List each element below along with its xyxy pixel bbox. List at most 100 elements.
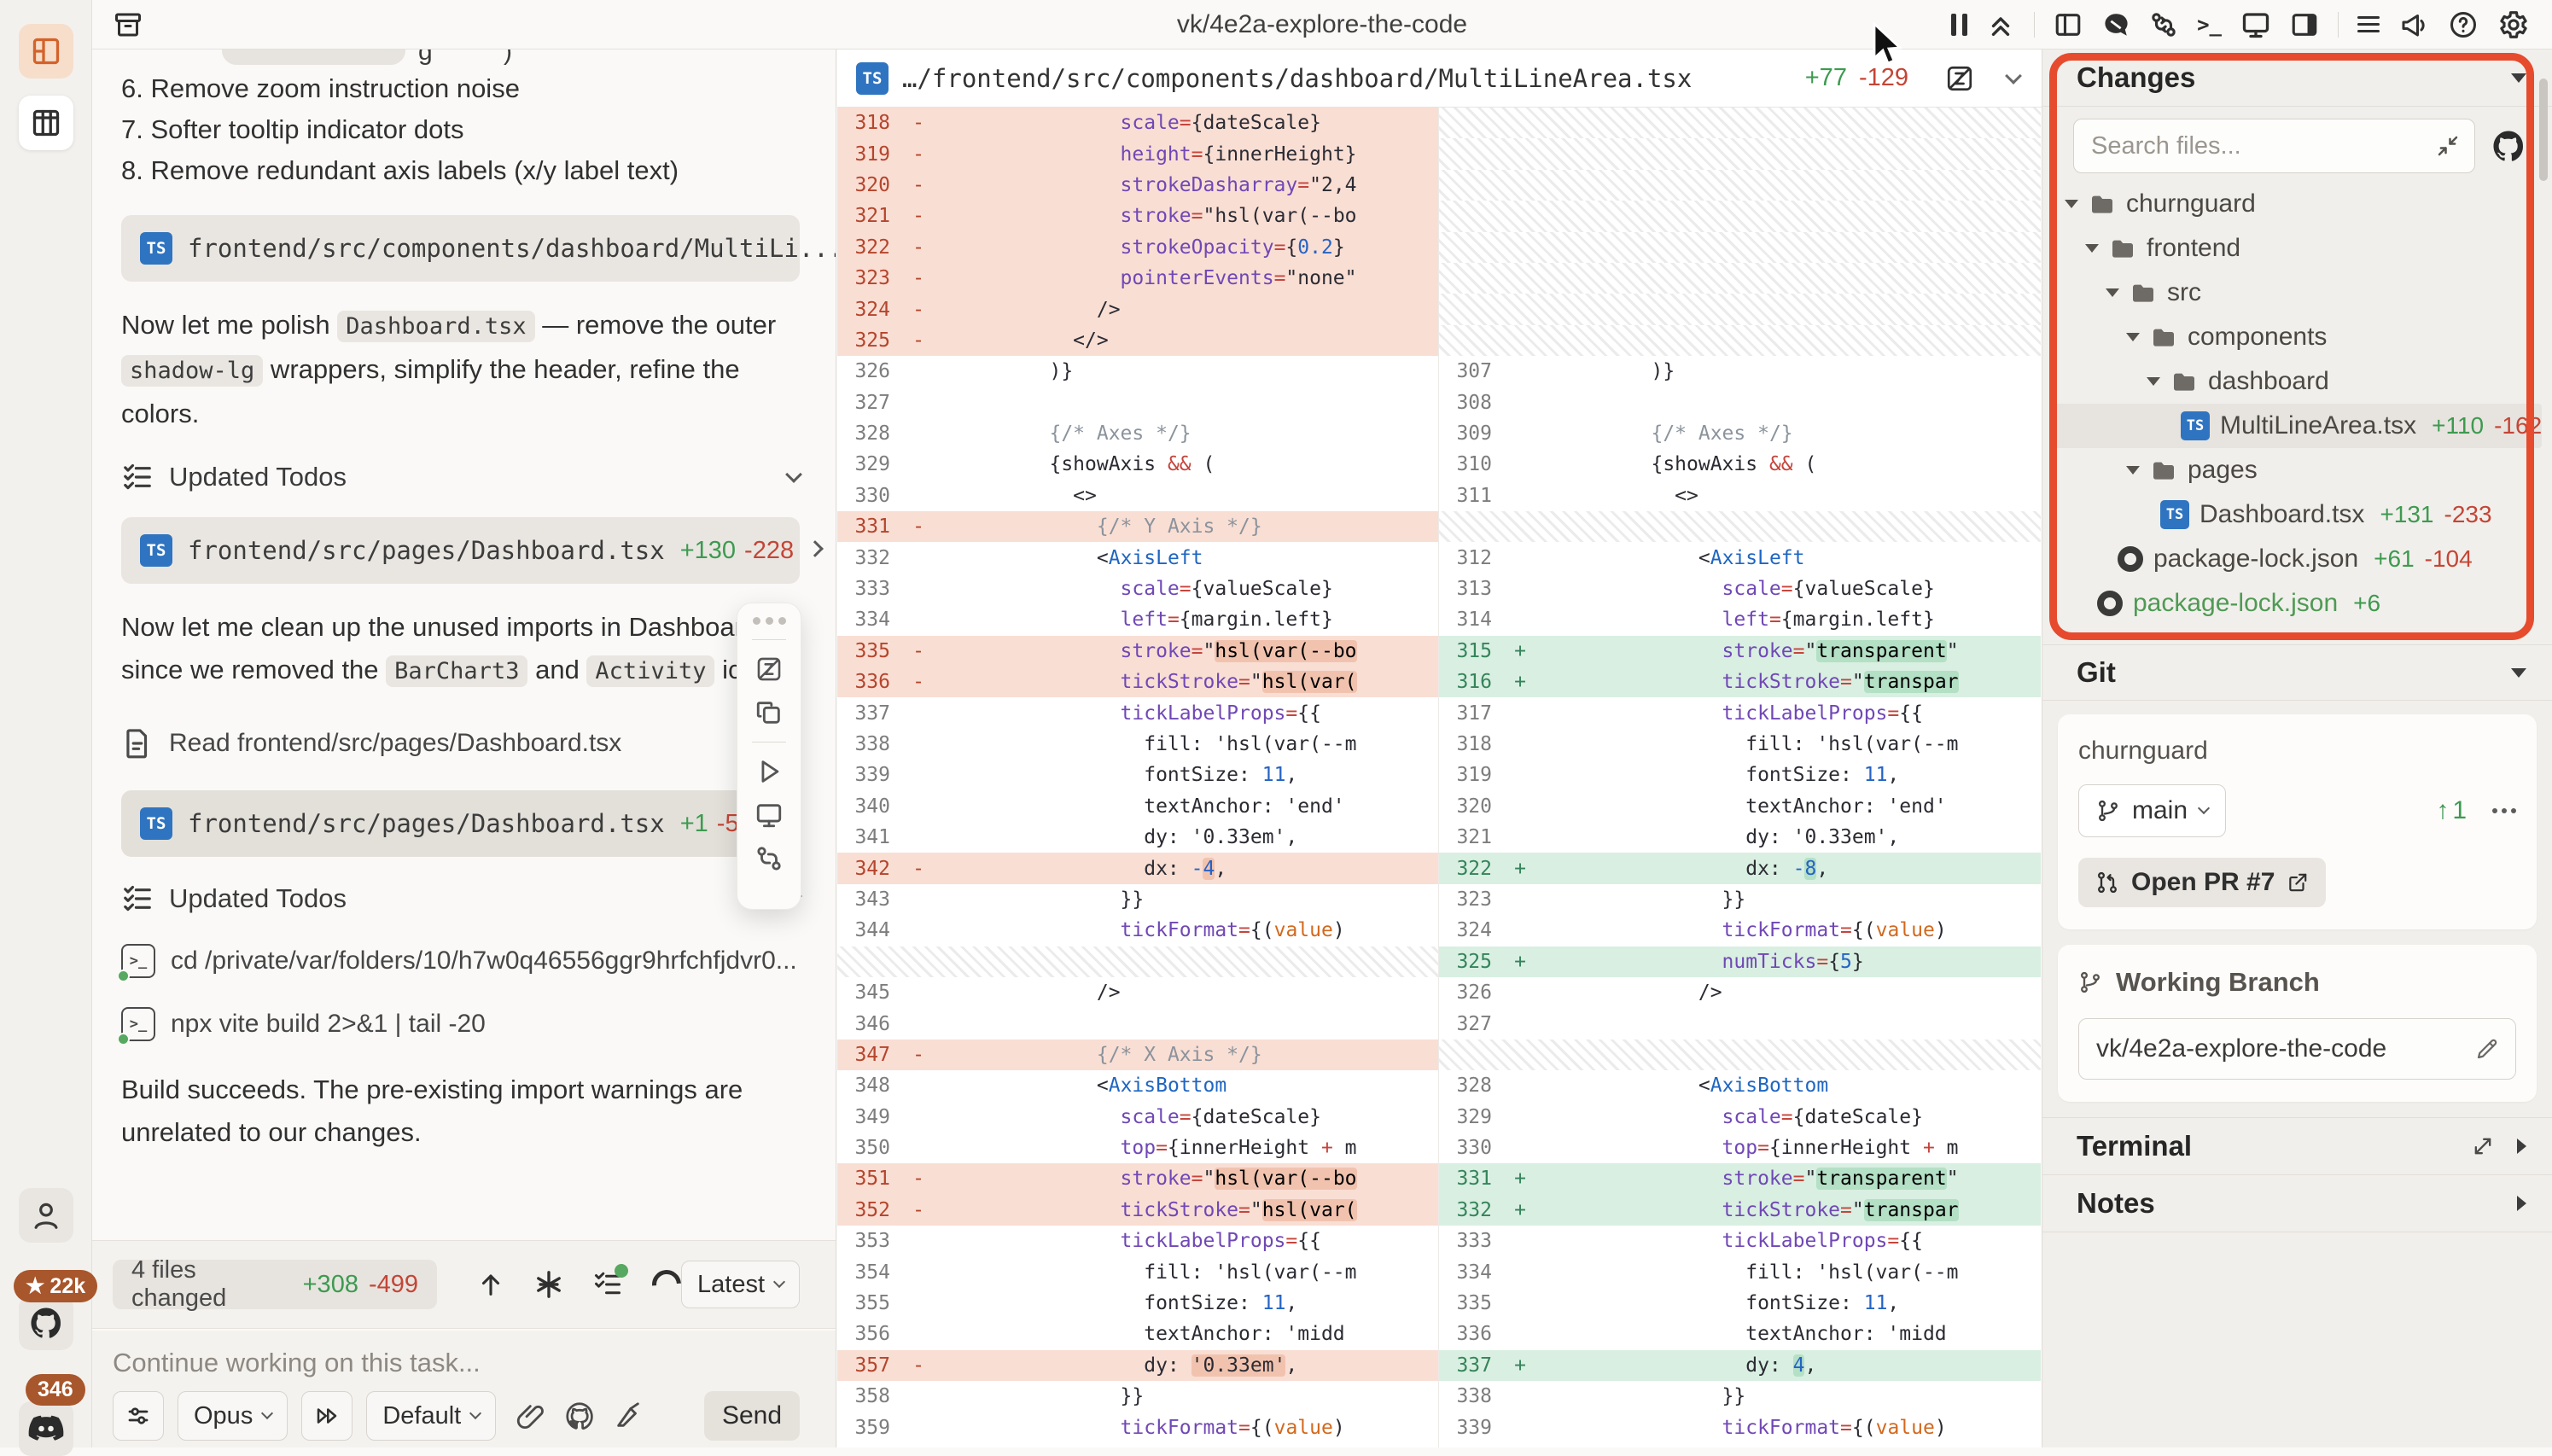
- updated-todos-row[interactable]: Updated Todos: [121, 461, 800, 493]
- expand-icon[interactable]: [2471, 1134, 2495, 1158]
- tree-item-churnguard[interactable]: churnguard: [2053, 182, 2542, 226]
- pen-icon[interactable]: [614, 1401, 643, 1430]
- read-file-row[interactable]: Read frontend/src/pages/Dashboard.tsx: [121, 727, 800, 760]
- working-branch-input[interactable]: vk/4e2a-explore-the-code: [2078, 1018, 2516, 1080]
- diff-sign: -: [906, 205, 931, 227]
- scroll-up-icon[interactable]: [476, 1270, 505, 1299]
- search-files-input[interactable]: Search files...: [2073, 119, 2475, 173]
- diff-rows[interactable]: 318-scale={dateScale}319-height={innerHe…: [837, 108, 2042, 1447]
- added-count: +77: [1805, 64, 1847, 92]
- pause-button[interactable]: [1951, 14, 1967, 36]
- line-number: 348: [837, 1075, 906, 1097]
- more-options-icon[interactable]: [2492, 808, 2516, 813]
- terminal-command-row[interactable]: >_ cd /private/var/folders/10/h7w0q46556…: [121, 944, 800, 978]
- github-icon[interactable]: [2491, 128, 2526, 164]
- display-icon[interactable]: [2240, 9, 2271, 40]
- github-button[interactable]: [19, 1296, 73, 1350]
- todos-status-icon[interactable]: [592, 1269, 623, 1300]
- help-icon[interactable]: [2448, 9, 2479, 40]
- separator: [2034, 12, 2035, 38]
- updated-todos-row[interactable]: Updated Todos: [121, 882, 800, 915]
- change-counts: +110-162: [2432, 412, 2542, 440]
- open-pr-button[interactable]: Open PR #7: [2078, 858, 2326, 907]
- code-line: tickLabelProps={{: [1533, 1230, 1923, 1252]
- attach-icon[interactable]: [516, 1401, 545, 1430]
- panel-right-icon[interactable]: [2290, 10, 2319, 39]
- tree-item-dashboard[interactable]: dashboard: [2053, 359, 2542, 404]
- chat-bubble-icon[interactable]: [2101, 10, 2130, 39]
- code-line: {showAxis && (: [1533, 453, 1816, 475]
- layout-toggle-button[interactable]: [19, 24, 73, 79]
- working-branch-card: Working Branch vk/4e2a-explore-the-code: [2058, 945, 2537, 1102]
- discord-count-badge: 346: [26, 1374, 85, 1406]
- file-chip-multilinearea[interactable]: TS frontend/src/components/dashboard/Mul…: [121, 215, 800, 282]
- preview-icon[interactable]: [755, 801, 784, 830]
- line-number: 341: [837, 826, 906, 848]
- terminal-command-row[interactable]: >_ npx vite build 2>&1 | tail -20: [121, 1007, 800, 1041]
- code-line: tickFormat={(value): [931, 919, 1345, 941]
- latest-dropdown[interactable]: Latest: [681, 1261, 800, 1308]
- tree-item-package-lock-json[interactable]: package-lock.json+6: [2053, 581, 2542, 626]
- collapse-icon[interactable]: [2435, 133, 2461, 159]
- file-chip-dashboard-2[interactable]: TS frontend/src/pages/Dashboard.tsx +1-5: [121, 790, 800, 857]
- changes-section-header[interactable]: Changes: [2042, 50, 2552, 106]
- panel-left-icon[interactable]: [2054, 10, 2083, 39]
- copy-icon[interactable]: [755, 698, 784, 727]
- diff-view-icon[interactable]: [1944, 63, 1975, 94]
- mode-dropdown[interactable]: Default: [366, 1391, 496, 1441]
- tree-item-multilinearea-tsx[interactable]: TSMultiLineArea.tsx+110-162: [2053, 404, 2542, 448]
- diff-side-old: 359tickFormat={(value): [837, 1412, 1439, 1442]
- git-compare-icon[interactable]: [755, 844, 784, 873]
- file-chip-dashboard-1[interactable]: TS frontend/src/pages/Dashboard.tsx +130…: [121, 517, 800, 584]
- diff-row: 345/>326/>: [837, 977, 2042, 1008]
- branch-dropdown[interactable]: main: [2078, 784, 2226, 837]
- board-view-button[interactable]: [19, 96, 73, 150]
- diff-side-new: 337+dy: 4,: [1439, 1350, 2041, 1381]
- message-input[interactable]: Continue working on this task...: [113, 1348, 800, 1378]
- diff-side-old: 346: [837, 1008, 1439, 1039]
- tree-item-pages[interactable]: pages: [2053, 448, 2542, 492]
- diff-view-icon[interactable]: [755, 655, 784, 684]
- settings-gear-icon[interactable]: [2497, 9, 2530, 41]
- tree-item-dashboard-tsx[interactable]: TSDashboard.tsx+131-233: [2053, 492, 2542, 537]
- tree-item-src[interactable]: src: [2053, 271, 2542, 315]
- diff-side-new: 312<AxisLeft: [1439, 542, 2041, 573]
- change-counts: +6: [2353, 590, 2380, 617]
- collapse-all-icon[interactable]: [1986, 10, 2015, 39]
- line-number: 335: [837, 640, 906, 662]
- diff-row: 353tickLabelProps={{333tickLabelProps={{: [837, 1226, 2042, 1256]
- terminal-icon[interactable]: >_: [2197, 13, 2222, 37]
- discord-button[interactable]: [19, 1401, 73, 1456]
- code-line: tickLabelProps={{: [931, 702, 1321, 725]
- fast-forward-button[interactable]: [301, 1391, 353, 1441]
- panel-scrollbar[interactable]: [2539, 79, 2548, 181]
- todo-item: 8. Remove redundant axis labels (x/y lab…: [121, 150, 800, 191]
- send-button[interactable]: Send: [704, 1391, 800, 1441]
- run-icon[interactable]: [755, 757, 784, 786]
- menu-icon[interactable]: [2357, 12, 2380, 37]
- change-counts: +61-104: [2374, 545, 2473, 573]
- github-icon[interactable]: [564, 1401, 595, 1431]
- megaphone-icon[interactable]: [2398, 9, 2429, 40]
- tree-item-package-lock-json[interactable]: package-lock.json+61-104: [2053, 537, 2542, 581]
- tree-item-frontend[interactable]: frontend: [2053, 226, 2542, 271]
- diff-row: 352-tickStroke="hsl(var(332+tickStroke="…: [837, 1195, 2042, 1226]
- topbar: vk/4e2a-explore-the-code >_: [92, 0, 2552, 50]
- chevron-down-icon[interactable]: [2005, 67, 2022, 84]
- diff-side-old: 338fill: 'hsl(var(--m: [837, 729, 1439, 760]
- diff-side-new: 321dy: '0.33em',: [1439, 822, 2041, 853]
- tree-item-components[interactable]: components: [2053, 315, 2542, 359]
- spark-icon[interactable]: [534, 1270, 563, 1299]
- terminal-section-header[interactable]: Terminal: [2042, 1118, 2552, 1174]
- github-icon: [28, 1305, 64, 1341]
- notes-section-header[interactable]: Notes: [2042, 1175, 2552, 1232]
- git-compare-icon[interactable]: [2149, 10, 2178, 39]
- files-changed-pill[interactable]: 4 files changed +308 -499: [113, 1260, 437, 1309]
- git-section-header[interactable]: Git: [2042, 645, 2552, 700]
- model-dropdown[interactable]: Opus: [178, 1391, 288, 1441]
- drag-handle-icon[interactable]: [753, 617, 786, 625]
- edit-pencil-icon[interactable]: [2474, 1036, 2500, 1062]
- composer-settings-button[interactable]: [113, 1391, 164, 1441]
- account-button[interactable]: [19, 1188, 73, 1243]
- chat-scroll[interactable]: g ) 6. Remove zoom instruction noise7. S…: [92, 50, 836, 1240]
